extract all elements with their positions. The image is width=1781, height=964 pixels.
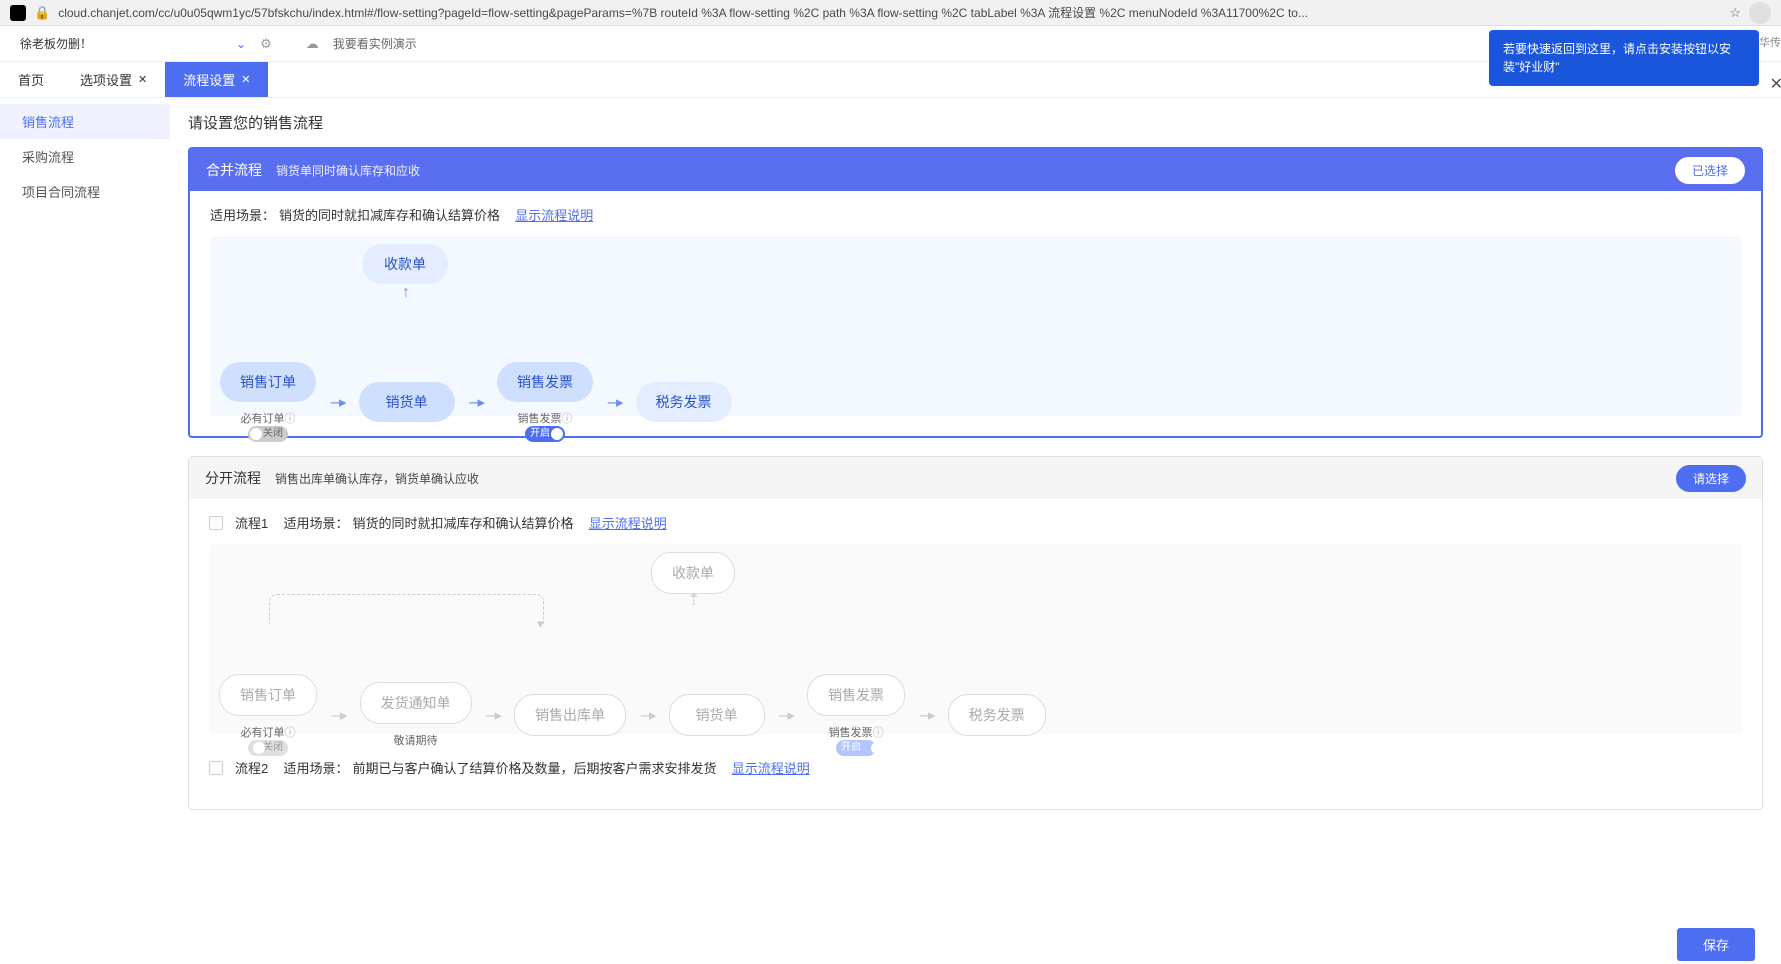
flow2-name: 流程2	[235, 758, 268, 777]
scene-text: 前期已与客户确认了结算价格及数量，后期按客户需求安排发货	[352, 758, 716, 777]
arrow-icon: ---▸	[465, 393, 488, 411]
flow2-scene-row: 流程2 适用场景： 前期已与客户确认了结算价格及数量，后期按客户需求安排发货 显…	[209, 758, 1742, 777]
workspace-dropdown-icon[interactable]: ⌄	[236, 37, 246, 51]
browser-chrome: 🔒 cloud.chanjet.com/cc/u0u05qwm1yc/57bfs…	[0, 0, 1781, 26]
node-sales-order: 销售订单	[219, 674, 317, 716]
merge-panel-header: 合并流程 销货单同时确认库存和应收 已选择	[190, 149, 1761, 191]
split-subtitle: 销售出库单确认库存，销货单确认应收	[275, 470, 479, 487]
node-sales-order: 销售订单	[220, 362, 316, 402]
arrow-icon: ---▸	[327, 706, 350, 724]
tab-label: 首页	[18, 70, 44, 89]
cloud-icon: ☁	[306, 36, 319, 52]
merge-scene-row: 适用场景： 销货的同时就扣减库存和确认结算价格 显示流程说明	[210, 205, 1741, 224]
toggle-required-order: 关闭	[248, 740, 288, 756]
node-receipt: 收款单	[651, 552, 735, 594]
node-sales-bill: 销货单	[359, 382, 455, 422]
arrow-icon: ---▸	[915, 706, 938, 724]
arrow-icon: ---▸	[636, 706, 659, 724]
node-outbound: 销售出库单	[514, 694, 626, 736]
tab-label: 流程设置	[183, 70, 235, 89]
scene-text: 销货的同时就扣减库存和确认结算价格	[279, 205, 500, 224]
flow1-diagram: ▾ 收款单 ⇡ 销售订单 必有订单ⓘ 关闭 ---▸	[209, 544, 1742, 734]
flow1-checkbox[interactable]	[209, 516, 223, 530]
merge-flow-diagram: 收款单 ↑ 销售订单 必有订单ⓘ 关闭 ---▸ 销货单 ---▸ 销售	[210, 236, 1741, 416]
node-sales-bill: 销货单	[669, 694, 765, 736]
tab-flow-settings[interactable]: 流程设置 ✕	[165, 62, 268, 97]
demo-link[interactable]: 我要看实例演示	[333, 35, 417, 52]
app-top-bar: 徐老板勿删！ ⌄ ⚙ ☁ 我要看实例演示 若要快速返回到这里，请点击安装按钮以安…	[0, 26, 1781, 62]
tooltip-close-icon[interactable]: ✕	[1770, 74, 1781, 94]
flow1-scene-row: 流程1 适用场景： 销货的同时就扣减库存和确认结算价格 显示流程说明	[209, 513, 1742, 532]
node-tax-invoice: 税务发票	[948, 694, 1046, 736]
arrow-up-icon: ⇡	[687, 590, 700, 610]
split-title: 分开流程	[205, 468, 261, 488]
close-icon[interactable]: ✕	[138, 73, 147, 86]
opt-required-order: 必有订单ⓘ	[241, 724, 296, 740]
node-delivery-notice: 发货通知单	[360, 682, 472, 724]
browser-toolbar-button[interactable]	[1749, 2, 1771, 24]
merge-flow-panel: 合并流程 销货单同时确认库存和应收 已选择 适用场景： 销货的同时就扣减库存和确…	[188, 147, 1763, 438]
node-receipt: 收款单	[362, 244, 448, 284]
toggle-sales-invoice[interactable]: 开启	[525, 426, 565, 442]
scene-text: 销货的同时就扣减库存和确认结算价格	[352, 513, 573, 532]
node-sales-invoice: 销售发票	[807, 674, 905, 716]
arrow-icon: ---▸	[326, 393, 349, 411]
node-sales-invoice: 销售发票	[497, 362, 593, 402]
footer-bar: 保存	[0, 924, 1781, 964]
arrow-icon: ---▸	[775, 706, 798, 724]
scene-label: 适用场景：	[210, 205, 275, 224]
sidebar: 销售流程 采购流程 项目合同流程	[0, 98, 170, 888]
lock-icon: 🔒	[34, 5, 50, 21]
gear-icon[interactable]: ⚙	[260, 36, 272, 52]
tab-label: 选项设置	[80, 70, 132, 89]
scene-label: 适用场景：	[283, 513, 348, 532]
opt-required-order: 必有订单ⓘ	[241, 410, 296, 426]
page-title: 请设置您的销售流程	[188, 112, 1763, 133]
save-button[interactable]: 保存	[1677, 928, 1755, 961]
tab-options[interactable]: 选项设置 ✕	[62, 62, 165, 97]
sidebar-item-sales[interactable]: 销售流程	[0, 104, 170, 139]
opt-coming-soon: 敬请期待	[394, 732, 438, 748]
flow2-checkbox[interactable]	[209, 761, 223, 775]
merge-title: 合并流程	[206, 160, 262, 180]
node-tax-invoice: 税务发票	[636, 382, 732, 422]
star-icon[interactable]: ☆	[1729, 5, 1741, 21]
workspace-name: 徐老板勿删！	[20, 35, 92, 52]
close-icon[interactable]: ✕	[241, 73, 250, 86]
sidebar-item-contract[interactable]: 项目合同流程	[0, 174, 170, 209]
tooltip-text: 若要快速返回到这里，请点击安装按钮以安装"好业财"	[1503, 42, 1731, 74]
opt-sales-invoice: 销售发票ⓘ	[829, 724, 884, 740]
sidebar-item-purchase[interactable]: 采购流程	[0, 139, 170, 174]
arrow-down-icon: ▾	[537, 616, 544, 632]
install-tooltip: 若要快速返回到这里，请点击安装按钮以安装"好业财"	[1489, 30, 1759, 86]
toggle-sales-invoice: 开启	[836, 740, 876, 756]
merge-selected-button[interactable]: 已选择	[1675, 157, 1745, 184]
flow1-name: 流程1	[235, 513, 268, 532]
scene-label: 适用场景：	[283, 758, 348, 777]
arrow-up-icon: ↑	[402, 284, 410, 302]
opt-sales-invoice: 销售发票ⓘ	[518, 410, 573, 426]
show-flow-desc-link[interactable]: 显示流程说明	[732, 758, 810, 777]
split-select-button[interactable]: 请选择	[1676, 465, 1746, 492]
browser-app-icon	[10, 5, 26, 21]
split-flow-panel: 分开流程 销售出库单确认库存，销货单确认应收 请选择 流程1 适用场景： 销货的…	[188, 456, 1763, 810]
show-flow-desc-link[interactable]: 显示流程说明	[589, 513, 667, 532]
dashed-arrow	[269, 594, 544, 624]
merge-subtitle: 销货单同时确认库存和应收	[276, 162, 420, 179]
split-panel-header: 分开流程 销售出库单确认库存，销货单确认应收 请选择	[189, 457, 1762, 499]
content-area: 请设置您的销售流程 合并流程 销货单同时确认库存和应收 已选择 适用场景： 销货…	[170, 98, 1781, 888]
show-flow-desc-link[interactable]: 显示流程说明	[515, 205, 593, 224]
arrow-icon: ---▸	[603, 393, 626, 411]
toggle-required-order[interactable]: 关闭	[248, 426, 288, 442]
url-text: cloud.chanjet.com/cc/u0u05qwm1yc/57bfskc…	[58, 4, 1721, 21]
tab-home[interactable]: 首页	[0, 62, 62, 97]
arrow-icon: ---▸	[482, 706, 505, 724]
